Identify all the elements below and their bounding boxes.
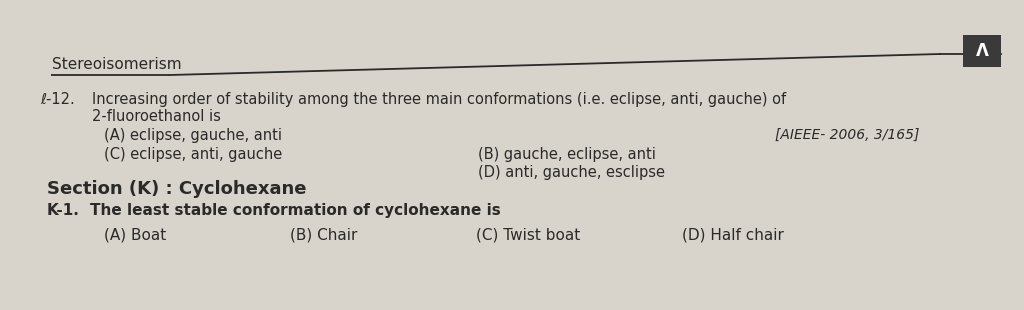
Text: Increasing order of stability among the three main conformations (i.e. eclipse, : Increasing order of stability among the … [92,92,786,107]
Text: Section (K) : Cyclohexane: Section (K) : Cyclohexane [47,180,306,198]
Text: (B) gauche, eclipse, anti: (B) gauche, eclipse, anti [478,147,656,162]
Text: (A) eclipse, gauche, anti: (A) eclipse, gauche, anti [104,128,282,143]
Text: [AIEEE- 2006, 3/165]: [AIEEE- 2006, 3/165] [775,128,920,142]
Text: (C) eclipse, anti, gauche: (C) eclipse, anti, gauche [104,147,283,162]
Bar [963,35,1001,67]
Text: ℓ-12.: ℓ-12. [40,92,75,107]
Text: 2-fluoroethanol is: 2-fluoroethanol is [92,109,221,124]
Text: Stereoisomerism: Stereoisomerism [52,57,181,72]
Text: (B) Chair: (B) Chair [290,227,357,242]
Text: K-1.: K-1. [47,203,80,218]
Text: (A) Boat: (A) Boat [104,227,166,242]
Text: Λ: Λ [976,42,988,60]
Text: (C) Twist boat: (C) Twist boat [476,227,581,242]
Text: (D) Half chair: (D) Half chair [682,227,784,242]
Text: The least stable conformation of cyclohexane is: The least stable conformation of cyclohe… [90,203,501,218]
Text: (D) anti, gauche, esclipse: (D) anti, gauche, esclipse [478,165,665,180]
